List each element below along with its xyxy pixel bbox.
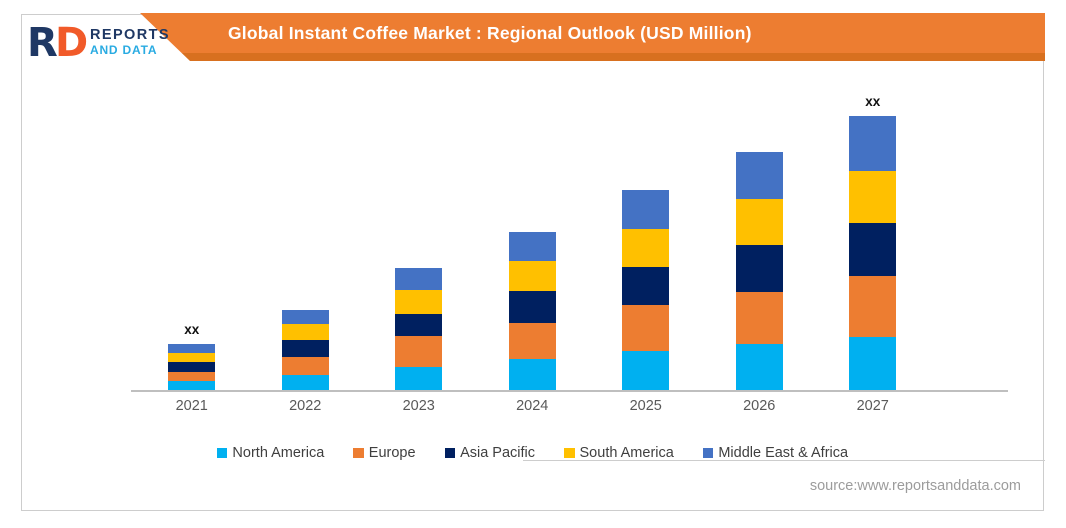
bar-segment-asia-pacific [508, 291, 556, 323]
x-tick-label-2025: 2025 [629, 398, 662, 414]
bar-segment-middle-east-africa [395, 268, 442, 290]
legend-label-south-america: South America [579, 445, 674, 461]
bar-segment-north-america [735, 344, 783, 391]
bar-segment-south-america [735, 199, 783, 245]
data-label-2027: xx [865, 94, 881, 109]
logo-line-reports: REPORTS [90, 26, 170, 43]
logo-monogram-icon: R D [29, 22, 87, 62]
bar-segment-middle-east-africa [849, 116, 896, 171]
plot-area: xx xx [135, 80, 930, 391]
legend-swatch-middle-east-africa [702, 447, 714, 459]
x-tick-label-2023: 2023 [402, 398, 435, 414]
x-tick-label-2026: 2026 [743, 398, 776, 414]
source-box: source:www.reportsanddata.com [523, 460, 1045, 511]
legend-swatch-asia-pacific [444, 447, 456, 459]
stacked-bar-2025 [622, 190, 669, 391]
x-axis-labels: 2021 2022 2023 2024 2025 2026 2027 [135, 398, 930, 418]
legend-label-europe: Europe [368, 445, 416, 461]
bar-segment-south-america [281, 324, 329, 340]
bar-segment-asia-pacific [849, 223, 896, 276]
bar-segment-asia-pacific [168, 362, 215, 372]
bar-segment-europe [395, 336, 442, 367]
bar-segment-asia-pacific [395, 314, 442, 336]
bar-segment-middle-east-africa [508, 232, 556, 261]
bar-segment-middle-east-africa [281, 310, 329, 324]
bar-segment-middle-east-africa [735, 152, 783, 199]
bar-slot-2021: xx [135, 80, 249, 391]
bar-slot-2023 [362, 80, 476, 391]
bar-segment-north-america [508, 359, 556, 391]
bar-slot-2022 [249, 80, 363, 391]
bar-segment-europe [281, 357, 329, 375]
legend-item-europe: Europe [353, 445, 416, 461]
reports-and-data-logo: R D REPORTS AND DATA [29, 22, 170, 62]
data-label-2021: xx [184, 322, 200, 337]
bar-segment-north-america [168, 381, 215, 391]
bar-segment-middle-east-africa [622, 190, 669, 229]
bar-segment-europe [168, 372, 215, 381]
bar-slot-2024 [476, 80, 590, 391]
bar-segment-europe [508, 323, 556, 359]
legend-label-asia-pacific: Asia Pacific [460, 445, 536, 461]
bar-segment-europe [622, 305, 669, 351]
bar-segment-south-america [849, 171, 896, 223]
source-text: source:www.reportsanddata.com [809, 478, 1021, 494]
legend-item-north-america: North America [216, 445, 325, 461]
bar-slot-2026 [703, 80, 817, 391]
legend-item-middle-east-africa: Middle East & Africa [702, 445, 849, 461]
bar-segment-asia-pacific [281, 340, 329, 357]
legend-swatch-europe [353, 447, 364, 459]
bar-segment-south-america [622, 229, 669, 267]
bar-slot-2025 [589, 80, 703, 391]
legend-swatch-south-america [564, 447, 575, 459]
x-tick-label-2024: 2024 [516, 398, 549, 414]
bar-slot-2027: xx [816, 80, 930, 391]
chart-title: Global Instant Coffee Market : Regional … [228, 23, 752, 43]
logo-letter-r: R [29, 22, 58, 62]
bar-segment-south-america [508, 261, 556, 291]
bar-segment-europe [735, 292, 783, 344]
x-tick-label-2027: 2027 [856, 398, 889, 414]
stacked-bar-2023 [395, 268, 442, 391]
logo-wordmark: REPORTS AND DATA [90, 28, 170, 57]
bar-segment-south-america [168, 353, 215, 362]
legend-swatch-north-america [216, 447, 228, 459]
bar-segment-middle-east-africa [168, 344, 215, 353]
legend-item-asia-pacific: Asia Pacific [444, 445, 536, 461]
bar-segment-north-america [395, 367, 442, 391]
logo-letter-d: D [55, 22, 87, 62]
bar-segment-north-america [849, 337, 896, 391]
legend-label-north-america: North America [232, 445, 325, 461]
bar-segment-north-america [622, 351, 669, 391]
stacked-bar-2024 [508, 232, 556, 391]
logo-line-and-data: AND DATA [90, 43, 158, 58]
stacked-bar-2021 [168, 344, 215, 391]
title-banner: Global Instant Coffee Market : Regional … [140, 13, 1045, 61]
stacked-bar-2026 [735, 152, 783, 391]
bar-segment-north-america [281, 375, 329, 391]
chart-legend: North America Europe Asia Pacific South Ame… [21, 441, 1044, 465]
bar-segment-asia-pacific [735, 245, 783, 292]
bar-segment-europe [849, 276, 896, 337]
legend-item-south-america: South America [564, 445, 674, 461]
legend-label-middle-east-africa: Middle East & Africa [718, 445, 849, 461]
bar-segment-south-america [395, 290, 442, 314]
x-tick-label-2022: 2022 [289, 398, 322, 414]
bar-segment-asia-pacific [622, 267, 669, 305]
stacked-bar-2022 [281, 310, 329, 391]
x-axis-line [131, 390, 1008, 392]
stacked-bar-2027 [849, 116, 896, 391]
x-tick-label-2021: 2021 [175, 398, 208, 414]
